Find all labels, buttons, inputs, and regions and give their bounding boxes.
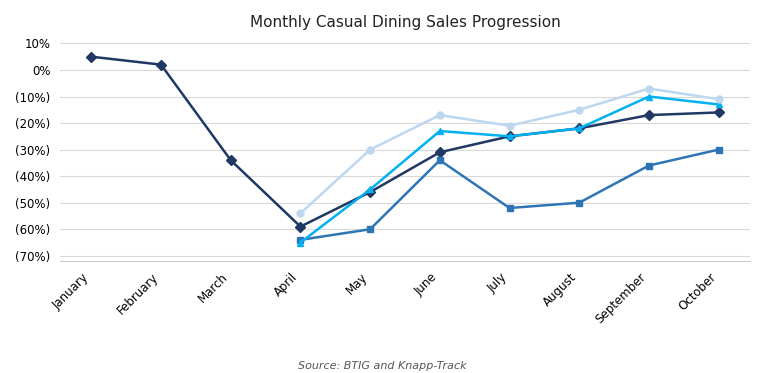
Text: Source: BTIG and Knapp-Track: Source: BTIG and Knapp-Track	[298, 361, 467, 371]
California	[296, 238, 305, 242]
Florida	[505, 134, 514, 139]
Texas	[644, 86, 653, 91]
Knapp-Track (National Average)	[644, 113, 653, 117]
Knapp-Track (National Average)	[157, 62, 166, 67]
Knapp-Track (National Average)	[296, 224, 305, 229]
California	[644, 163, 653, 168]
Florida	[366, 187, 375, 192]
Knapp-Track (National Average)	[505, 134, 514, 139]
California	[505, 206, 514, 210]
California	[435, 158, 444, 163]
California	[366, 227, 375, 232]
Texas	[575, 107, 584, 112]
California	[714, 147, 723, 152]
Line: Knapp-Track (National Average): Knapp-Track (National Average)	[88, 53, 722, 230]
Florida	[575, 126, 584, 131]
Florida	[644, 94, 653, 99]
Florida	[435, 129, 444, 133]
Texas	[435, 113, 444, 117]
Florida	[296, 240, 305, 245]
Texas	[296, 211, 305, 216]
Line: Texas: Texas	[297, 85, 722, 217]
Knapp-Track (National Average)	[435, 150, 444, 154]
Knapp-Track (National Average)	[575, 126, 584, 131]
California	[575, 200, 584, 205]
Line: Florida: Florida	[297, 93, 722, 246]
Knapp-Track (National Average)	[226, 158, 236, 163]
Knapp-Track (National Average)	[86, 54, 96, 59]
Title: Monthly Casual Dining Sales Progression: Monthly Casual Dining Sales Progression	[249, 15, 560, 30]
Knapp-Track (National Average)	[714, 110, 723, 115]
Line: California: California	[297, 146, 722, 243]
Texas	[714, 97, 723, 101]
Texas	[366, 147, 375, 152]
Knapp-Track (National Average)	[366, 190, 375, 194]
Florida	[714, 102, 723, 107]
Texas	[505, 123, 514, 128]
